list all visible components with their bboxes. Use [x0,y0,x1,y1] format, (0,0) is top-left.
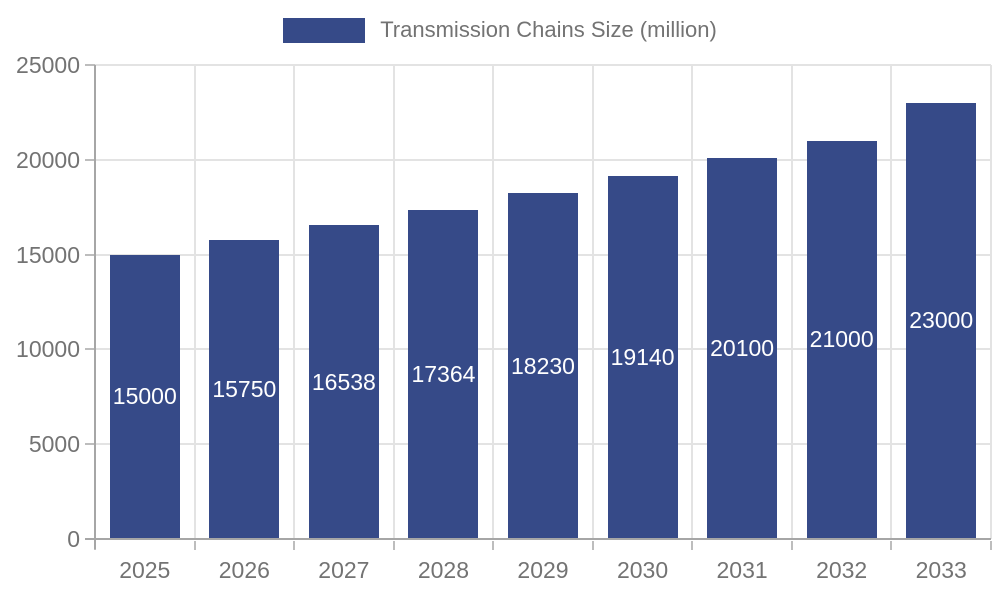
v-gridline [392,65,395,539]
bar-value-label: 16538 [311,368,376,395]
x-tick-label: 2029 [517,557,569,583]
x-tick [193,541,196,550]
y-tick-label: 5000 [28,431,80,458]
y-axis-line [94,65,96,549]
bar-value-label: 15000 [112,383,177,410]
x-tick-label: 2026 [218,557,270,583]
y-tick [85,158,95,161]
bar: 18230 [508,193,578,539]
v-gridline [790,65,793,539]
y-tick-label: 25000 [16,52,80,78]
x-tick-label: 2030 [616,557,669,583]
plot-area: 15000 15750 16538 17364 18230 19140 20100 21000… [85,64,992,549]
bar: 15000 [109,254,180,539]
bar: 23000 [906,102,977,539]
y-tick-label: 15000 [16,241,80,268]
x-tick [691,541,694,550]
x-axis-line [85,538,991,540]
bar-value-label: 15750 [212,376,277,403]
legend: Transmission Chains Size (million) [0,16,1000,44]
x-tick [990,541,992,550]
x-tick-label: 2028 [417,557,470,583]
x-tick [591,541,594,550]
h-gridline [95,64,991,66]
y-tick [85,443,95,446]
bar: 21000 [806,140,877,539]
x-tick-label: 2032 [816,557,868,583]
x-tick [293,541,296,550]
x-tick-label: 2027 [318,557,370,583]
legend-item[interactable]: Transmission Chains Size (million) [283,16,717,44]
x-tick [790,541,793,550]
y-tick-label: 10000 [16,336,80,363]
bar: 15750 [209,240,280,539]
bar-value-label: 20100 [710,334,775,361]
v-gridline [890,65,893,539]
h-gridline [95,158,991,161]
legend-label: Transmission Chains Size (million) [380,17,717,42]
x-tick [890,541,893,550]
bar-value-label: 21000 [809,326,874,353]
v-gridline [591,65,594,539]
y-tick-label: 20000 [16,146,80,173]
v-gridline [492,65,495,539]
x-tick-label: 2033 [915,557,967,583]
x-tick-label: 2031 [716,557,768,583]
y-tick-label: 0 [67,526,80,552]
x-tick-label: 2025 [119,557,171,583]
bar-value-label: 23000 [909,307,974,334]
y-tick [85,253,95,256]
x-tick [392,541,395,550]
bar-value-label: 19140 [610,344,675,371]
bar-value-label: 17364 [411,360,476,387]
bar: 16538 [308,225,379,539]
v-gridline [990,65,992,539]
bar: 20100 [707,157,778,539]
y-tick [85,348,95,351]
v-gridline [193,65,196,539]
bar: 19140 [607,176,678,539]
v-gridline [691,65,694,539]
y-tick [85,64,95,66]
v-gridline [293,65,296,539]
bar-value-label: 18230 [511,352,575,379]
bar: 17364 [408,209,479,539]
legend-swatch [283,17,366,43]
x-tick [492,541,495,550]
